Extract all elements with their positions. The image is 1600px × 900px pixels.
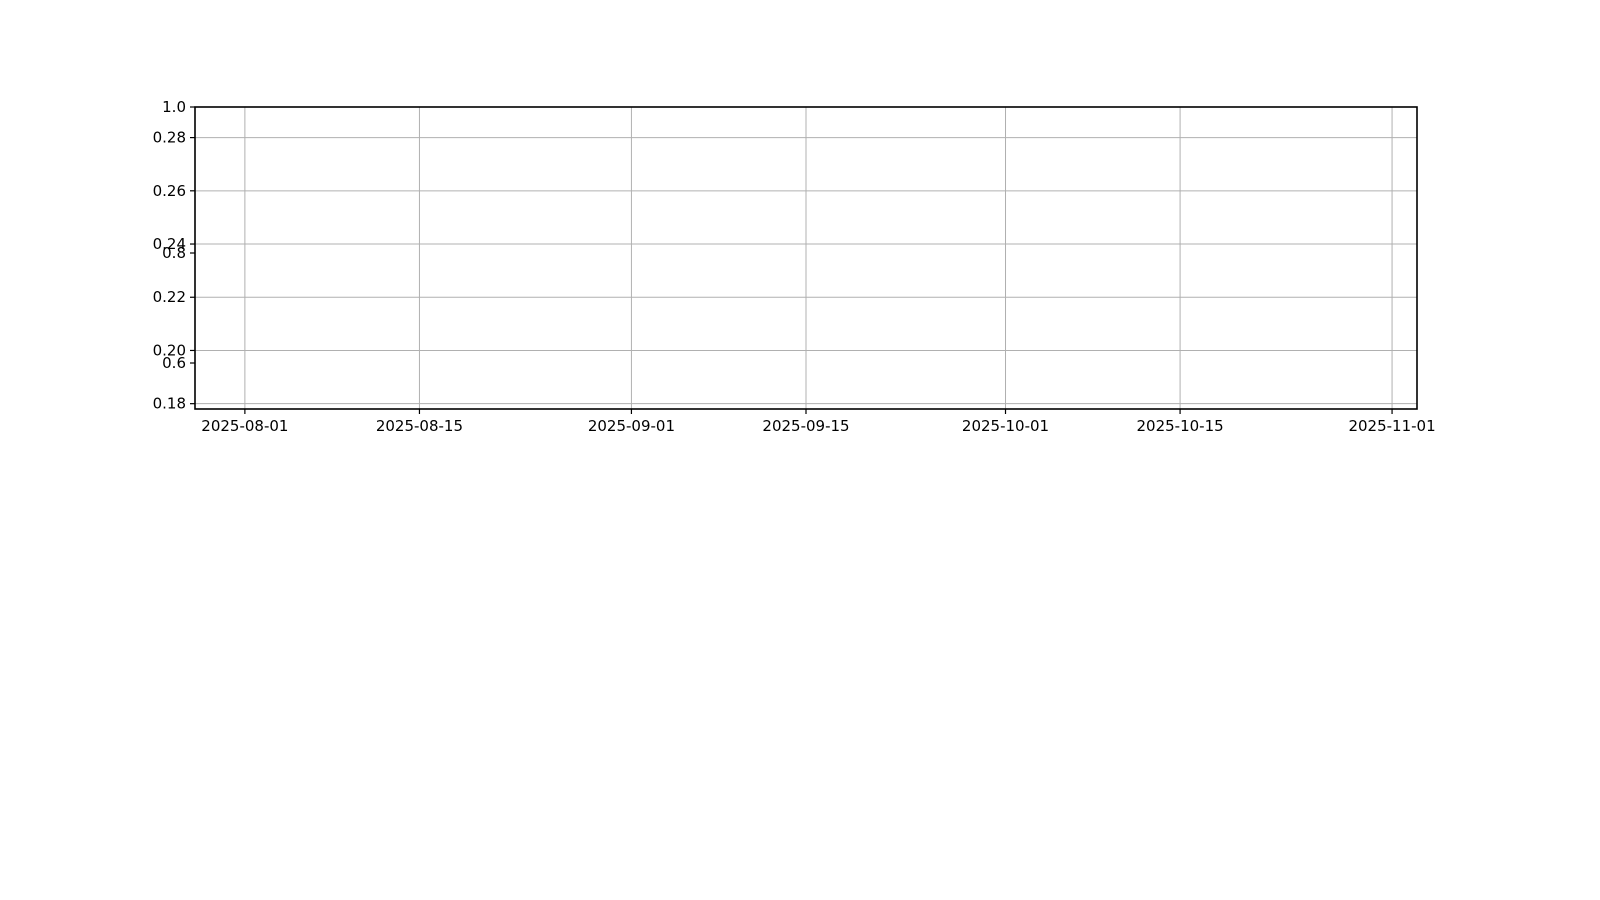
price-secondary-ytick-label: 1.0 <box>162 98 186 116</box>
price-secondary-ytick-label: 0.6 <box>162 354 186 372</box>
price-xtick-label: 2025-09-15 <box>762 417 849 435</box>
price-xtick-label: 2025-09-01 <box>588 417 675 435</box>
price-xtick-label: 2025-10-15 <box>1136 417 1223 435</box>
price-ytick-label: 0.28 <box>153 129 186 147</box>
price-xtick-label: 2025-11-01 <box>1348 417 1435 435</box>
price-secondary-ytick-label: 0.8 <box>162 244 186 262</box>
price-xtick-label: 2025-08-15 <box>376 417 463 435</box>
price-ytick-label: 0.26 <box>153 182 186 200</box>
price-ytick-label: 0.22 <box>153 288 186 306</box>
price-ytick-label: 0.24 <box>153 235 186 253</box>
price-xtick-label: 2025-10-01 <box>962 417 1049 435</box>
price-ytick-label: 0.18 <box>153 395 186 413</box>
price-ytick-label: 0.20 <box>153 341 186 359</box>
price-plot-frame <box>194 106 1418 410</box>
price-xtick-label: 2025-08-01 <box>201 417 288 435</box>
price-chart-panel: 0.18 0.20 0.22 0.24 0.26 0.28 0.6 0.8 1.0 2025-08… <box>153 98 1436 435</box>
